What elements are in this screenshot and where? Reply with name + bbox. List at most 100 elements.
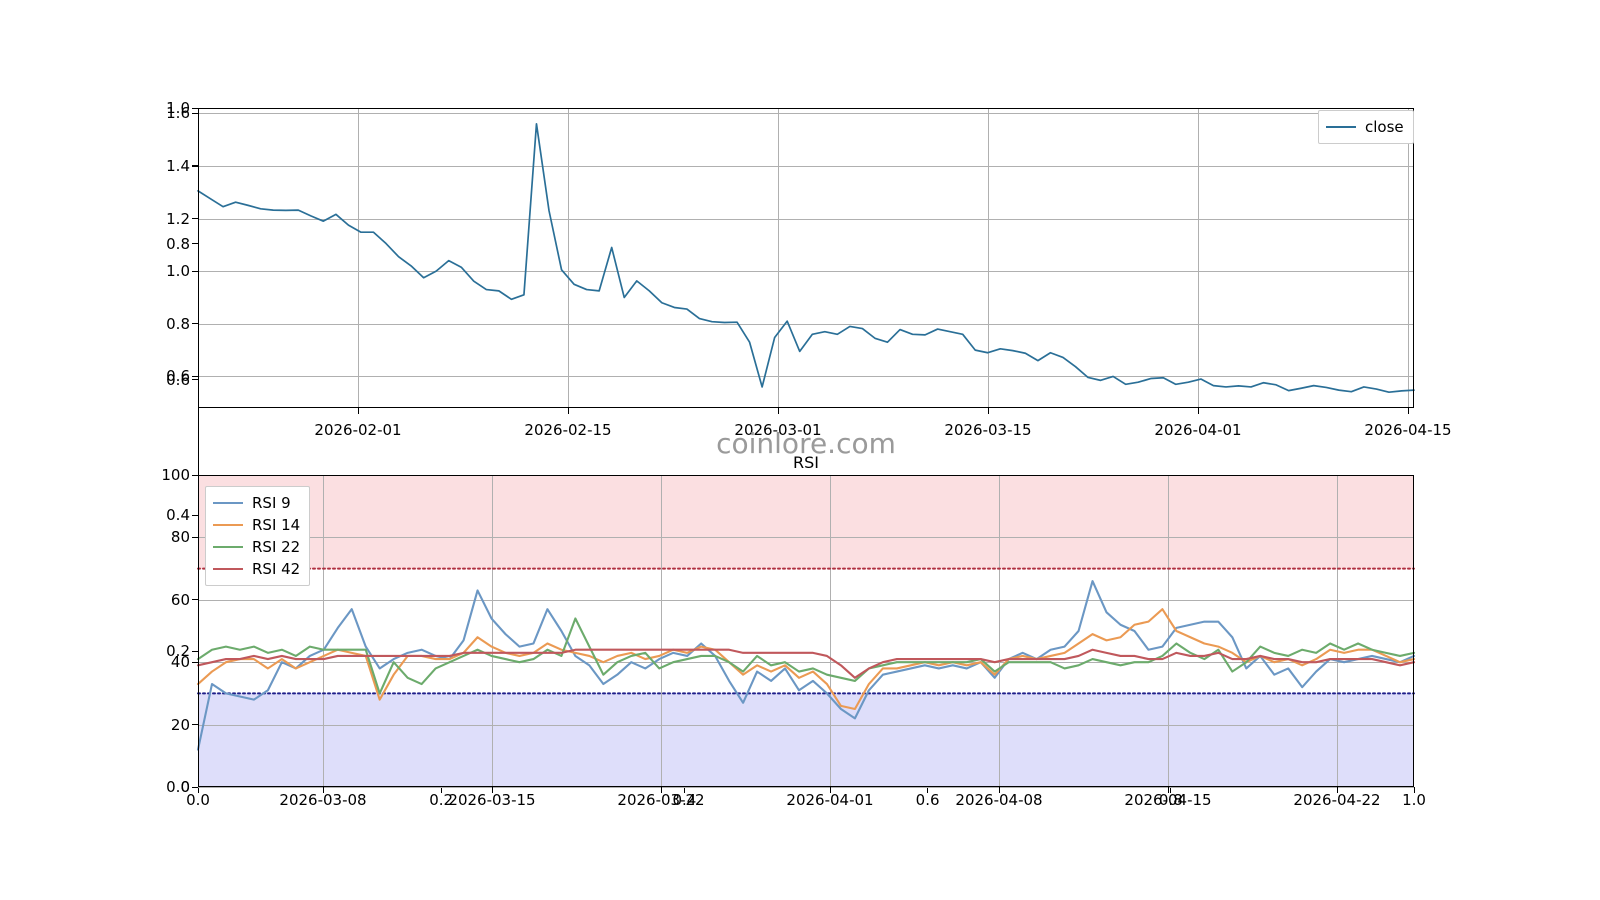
overlay-x-tickmark [197, 787, 199, 793]
price-y-tick-label: 1.2 [166, 209, 190, 228]
overlay-y-tickmark [192, 650, 198, 652]
price-chart-panel [197, 108, 1415, 408]
rsi-x-tick-label: 2026-04-01 [786, 791, 874, 809]
rsi-x-tickmark [1167, 787, 1169, 793]
price-gridline-h [198, 323, 1414, 325]
price-gridline-h [198, 376, 1414, 378]
legend-row: close [1326, 116, 1404, 138]
rsi-gridline-v [323, 475, 324, 787]
rsi-gridline-v [999, 475, 1000, 787]
price-y-tick-label: 0.6 [166, 367, 190, 386]
rsi-y-tickmark [192, 474, 198, 476]
overlay-y-tick: 0.6 [166, 370, 190, 389]
rsi-x-tick-label: 2026-03-08 [279, 791, 367, 809]
legend-line-swatch [213, 502, 243, 504]
price-y-tickmark [192, 375, 198, 378]
price-x-tickmark [357, 408, 359, 414]
legend-row: RSI 9 [213, 492, 300, 514]
rsi-chart-panel [196, 475, 1416, 788]
rsi-x-tickmark [829, 787, 831, 793]
rsi-y-tick-label: 80 [170, 528, 190, 547]
rsi-x-tick-label: 2026-04-08 [955, 791, 1043, 809]
price-gridline-v [1408, 108, 1409, 408]
rsi-series-lines [196, 567, 1416, 751]
price-y-tick-label: 0.8 [166, 314, 190, 333]
legend-label: RSI 42 [252, 560, 301, 578]
rsi-x-tickmark [998, 787, 1000, 793]
price-gridline-v [778, 108, 779, 408]
rsi-gridline-h [198, 787, 1414, 788]
rsi-x-tick-label: 2026-03-15 [448, 791, 536, 809]
close-price-line [197, 122, 1415, 394]
legend-label: RSI 22 [252, 538, 301, 556]
price-x-tick-label: 2026-04-01 [1154, 421, 1242, 439]
price-y-tickmark [192, 323, 198, 325]
rsi-x-tickmark [322, 787, 324, 793]
rsi-y-tick-label: 100 [161, 466, 190, 484]
overlay-y-tickmark [192, 243, 198, 245]
price-y-tick-label: 1.4 [166, 156, 190, 175]
price-x-tick-label: 2026-03-15 [944, 421, 1032, 439]
overlay-x-tickmark [1413, 787, 1415, 793]
overlay-y-tick: 0.8 [166, 234, 190, 253]
rsi-x-tickmark [1336, 787, 1338, 793]
price-y-tick-label: 1.6 [166, 104, 190, 123]
price-x-tickmark [1197, 408, 1199, 414]
price-legend[interactable]: close [1318, 110, 1414, 144]
legend-row: RSI 14 [213, 514, 300, 536]
rsi-x-tick-label: 2026-04-15 [1124, 791, 1212, 809]
legend-label: RSI 14 [252, 516, 301, 534]
overlay-x-tick: 0.0 [186, 791, 210, 809]
price-y-tickmark [192, 165, 198, 167]
rsi-chart-title: RSI [793, 453, 819, 472]
price-x-tick-label: 2026-04-15 [1364, 421, 1452, 439]
rsi-gridline-v [492, 475, 493, 787]
legend-label: RSI 9 [252, 494, 291, 512]
overlay-x-tick: 0.4 [672, 791, 697, 809]
price-x-tick-label: 2026-03-01 [734, 421, 822, 439]
legend-line-swatch [1326, 126, 1356, 128]
overlay-y-tick: 0.0 [166, 778, 190, 796]
rsi-legend[interactable]: RSI 9 RSI 14 RSI 22 RSI 42 [205, 486, 311, 586]
price-x-tick-label: 2026-02-01 [314, 421, 402, 439]
price-gridline-h [198, 271, 1414, 273]
overlay-axis-left-spine [198, 108, 200, 788]
rsi-y-tick-label: 40 [170, 653, 190, 672]
legend-line-swatch [213, 546, 243, 548]
rsi-gridline-v [830, 475, 831, 787]
oversold-band [198, 693, 1414, 787]
rsi-gridline-h [198, 599, 1414, 601]
price-gridline-v [1198, 108, 1199, 408]
rsi-gridline-h [198, 662, 1414, 664]
rsi-y-tick-label: 20 [170, 715, 190, 734]
price-x-tickmark [567, 408, 569, 414]
rsi-y-tickmark [192, 599, 198, 601]
legend-row: RSI 42 [213, 558, 300, 580]
rsi-y-tick-label: 60 [170, 590, 190, 609]
price-x-tickmark [777, 408, 779, 414]
price-y-tickmark [192, 218, 198, 220]
rsi-x-tickmark [660, 787, 662, 793]
overlay-x-tick: 0.8 [1158, 791, 1183, 809]
price-x-tickmark [1407, 408, 1409, 414]
price-y-tickmark [192, 270, 198, 272]
rsi-y-tickmark [192, 661, 198, 663]
overlay-y-tickmark [192, 107, 198, 109]
rsi-gridline-h [198, 537, 1414, 539]
price-gridline-v [358, 108, 359, 408]
price-y-tickmark [192, 112, 198, 114]
rsi-y-tick-label: 0 [180, 778, 190, 796]
price-y-tick-label: 1.0 [166, 262, 190, 281]
overlay-x-tickmark [683, 787, 686, 793]
overlay-x-tickmark [927, 787, 929, 793]
overlay-y-tick: 1.0 [166, 99, 190, 117]
overbought-band [198, 475, 1414, 569]
legend-row: RSI 22 [213, 536, 300, 558]
rsi-x-tickmark [491, 787, 493, 793]
overlay-y-tickmark [192, 379, 198, 381]
legend-line-swatch [213, 524, 243, 526]
price-x-tick-label: 2026-02-15 [524, 421, 612, 439]
rsi-gridline-v [1168, 475, 1169, 787]
overlay-y-tickmark [192, 514, 198, 517]
rsi-y-tickmark [192, 786, 198, 788]
